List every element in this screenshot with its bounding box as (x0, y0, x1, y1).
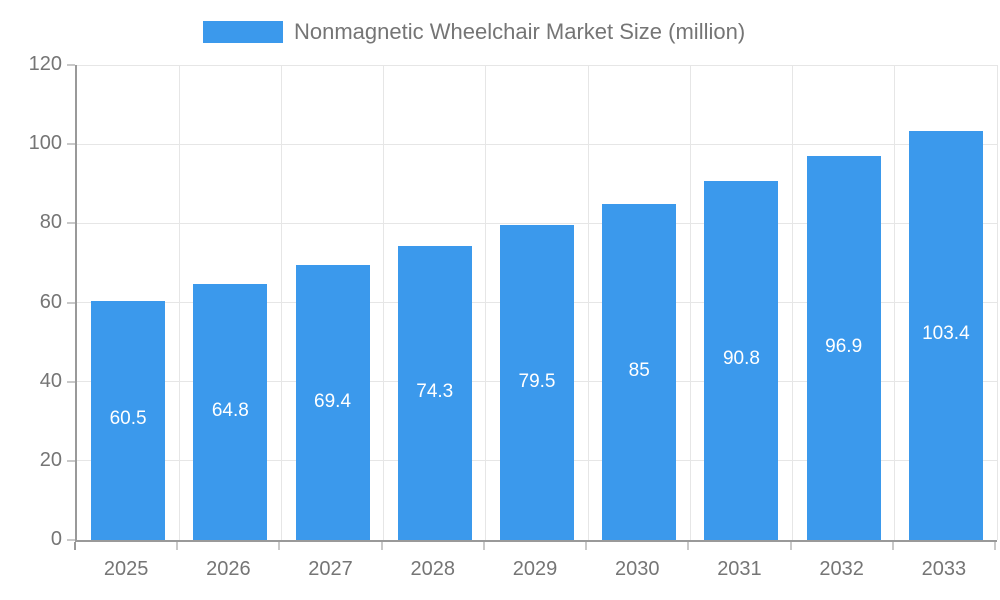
legend[interactable]: Nonmagnetic Wheelchair Market Size (mill… (203, 19, 745, 45)
gridline (383, 65, 385, 540)
bar-2027[interactable]: 69.4 (295, 265, 370, 540)
x-axis-tick (891, 542, 894, 550)
y-axis-tick (67, 143, 75, 146)
bar-2030[interactable]: 85 (602, 203, 677, 540)
bar-value-label: 74.3 (416, 380, 454, 402)
x-axis-label-2029: 2029 (512, 558, 558, 580)
y-axis-tick (67, 222, 75, 225)
plot-area: 60.5 64.8 69.4 74.3 79.5 85 90.8 96.9 103.4 (75, 64, 998, 542)
bar-2031[interactable]: 90.8 (704, 180, 779, 540)
x-axis-label-2028: 2028 (410, 558, 456, 580)
gridline (77, 64, 997, 66)
gridline (996, 65, 998, 540)
x-axis-tick (789, 542, 792, 550)
x-axis-tick (482, 542, 485, 550)
y-axis-label-0: 0 (50, 528, 62, 550)
y-axis-label-100: 100 (28, 132, 62, 155)
bar-2032[interactable]: 96.9 (806, 156, 881, 540)
bar-value-label: 90.8 (722, 348, 760, 370)
gridline (689, 65, 691, 540)
x-axis-label-2025: 2025 (103, 558, 149, 580)
y-axis-tick (67, 459, 75, 462)
bar-2033[interactable]: 103.4 (908, 130, 983, 540)
bar-value-label: 103.4 (922, 323, 970, 345)
gridline (178, 65, 180, 540)
bar-2026[interactable]: 64.8 (193, 283, 268, 540)
x-axis-tick (380, 542, 383, 550)
y-axis-tick (67, 539, 75, 541)
x-axis-tick (687, 542, 690, 550)
gridline (894, 65, 896, 540)
gridline (280, 65, 282, 540)
bar-value-label: 60.5 (109, 408, 147, 430)
bar-value-label: 69.4 (314, 390, 352, 412)
y-axis-label-40: 40 (39, 369, 62, 392)
y-axis-label-60: 60 (39, 290, 62, 313)
x-axis-label-2030: 2030 (614, 558, 660, 580)
y-axis-label-20: 20 (39, 448, 62, 471)
legend-swatch-icon (203, 21, 283, 43)
y-axis-label-80: 80 (39, 211, 62, 234)
bar-value-label: 79.5 (518, 370, 556, 392)
gridline (587, 65, 589, 540)
legend-label: Nonmagnetic Wheelchair Market Size (mill… (294, 19, 746, 44)
y-axis-label-120: 120 (28, 53, 62, 75)
x-axis-label-2033: 2033 (921, 558, 967, 580)
gridline (485, 65, 487, 540)
x-axis-tick (278, 542, 281, 550)
bar-value-label: 96.9 (825, 336, 863, 358)
bar-value-label: 64.8 (211, 399, 249, 421)
x-axis-tick (585, 542, 588, 550)
y-axis-tick (67, 301, 75, 304)
gridline (77, 222, 997, 224)
x-axis-label-2032: 2032 (819, 558, 864, 580)
bar-2029[interactable]: 79.5 (500, 225, 574, 540)
y-axis-tick (67, 380, 75, 383)
bar-value-label: 85 (628, 359, 650, 381)
x-axis-tick (994, 542, 996, 550)
gridline (792, 65, 794, 540)
y-axis-tick (67, 64, 75, 66)
x-axis-label-2027: 2027 (308, 558, 353, 580)
bar-2025[interactable]: 60.5 (91, 300, 166, 540)
x-axis-tick (176, 542, 179, 550)
gridline (77, 143, 997, 145)
x-axis-tick (74, 542, 76, 550)
x-axis-label-2026: 2026 (206, 558, 251, 580)
x-axis-label-2031: 2031 (717, 558, 762, 580)
bar-2028[interactable]: 74.3 (397, 245, 472, 540)
